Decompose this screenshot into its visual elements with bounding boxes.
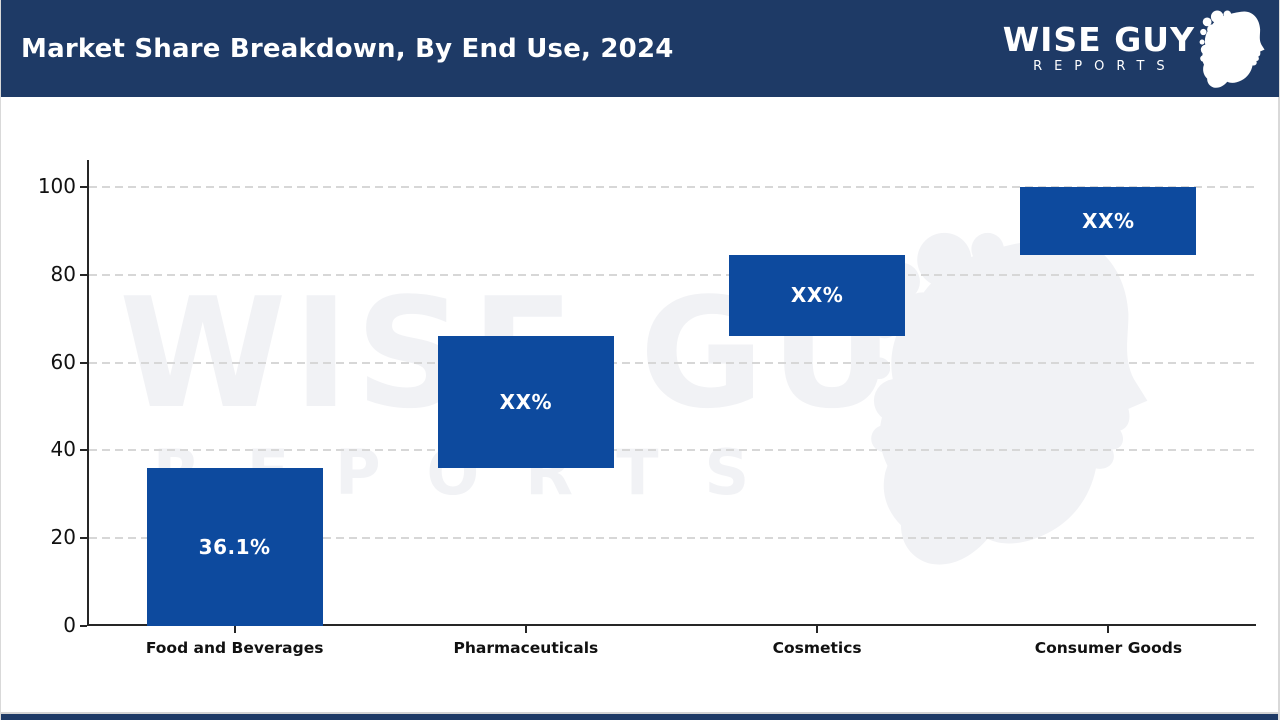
gridline	[89, 449, 1254, 452]
y-axis-tick-label: 80	[50, 261, 76, 286]
x-axis-category-label: Food and Beverages	[145, 639, 324, 657]
x-axis-category-label: Consumer Goods	[1034, 639, 1183, 657]
logo-text: WISE GUY REPORTS	[1002, 19, 1195, 75]
gridline	[89, 186, 1254, 188]
x-axis-category-label: Cosmetics	[772, 639, 862, 657]
y-tick-mark	[80, 625, 87, 627]
bar: 36.1%	[146, 467, 323, 626]
page-title: Market Share Breakdown, By End Use, 2024	[21, 33, 674, 64]
gridline	[89, 537, 1254, 540]
footer-divider	[1, 712, 1278, 714]
y-axis-tick-label: 20	[50, 525, 76, 550]
x-tick-mark	[233, 626, 236, 633]
header-bar: Market Share Breakdown, By End Use, 2024…	[1, 0, 1279, 97]
y-tick-mark	[80, 537, 87, 540]
y-axis-tick-label: 60	[50, 349, 76, 374]
y-axis-tick-label: 100	[37, 174, 76, 198]
bar-value-label: 36.1%	[198, 534, 271, 559]
bar-value-label: XX%	[1082, 209, 1135, 234]
x-tick-mark	[524, 626, 527, 633]
y-tick-mark	[80, 361, 87, 364]
y-axis-tick-label: 0	[63, 613, 76, 637]
bar-value-label: XX%	[790, 283, 844, 308]
wise-guy-reports-logo: WISE GUY REPORTS	[1003, 8, 1279, 90]
x-tick-mark	[816, 626, 819, 633]
y-tick-mark	[80, 186, 87, 188]
bar: XX%	[1020, 187, 1197, 256]
x-axis-category-label: Pharmaceuticals	[453, 639, 599, 657]
bar-value-label: XX%	[499, 389, 553, 414]
logo-subtitle: REPORTS	[1033, 59, 1177, 75]
x-axis-spine	[87, 624, 1256, 626]
x-tick-mark	[1107, 626, 1110, 633]
gridline	[89, 273, 1254, 276]
y-tick-mark	[80, 273, 87, 276]
footer-accent-bar	[1, 714, 1278, 720]
y-axis-spine	[87, 160, 89, 626]
y-axis-tick-label: 40	[50, 437, 76, 462]
logo-wordmark: WISE GUY	[1002, 19, 1195, 59]
y-tick-mark	[80, 449, 87, 452]
bar: XX%	[729, 255, 906, 336]
waterfall-chart: 0 20 40 60 80 100 36.1% Food and Beverages XX% Ph…	[1, 97, 1280, 714]
dotted-head-icon	[1199, 10, 1265, 88]
bar: XX%	[437, 335, 614, 468]
gridline	[89, 361, 1254, 364]
